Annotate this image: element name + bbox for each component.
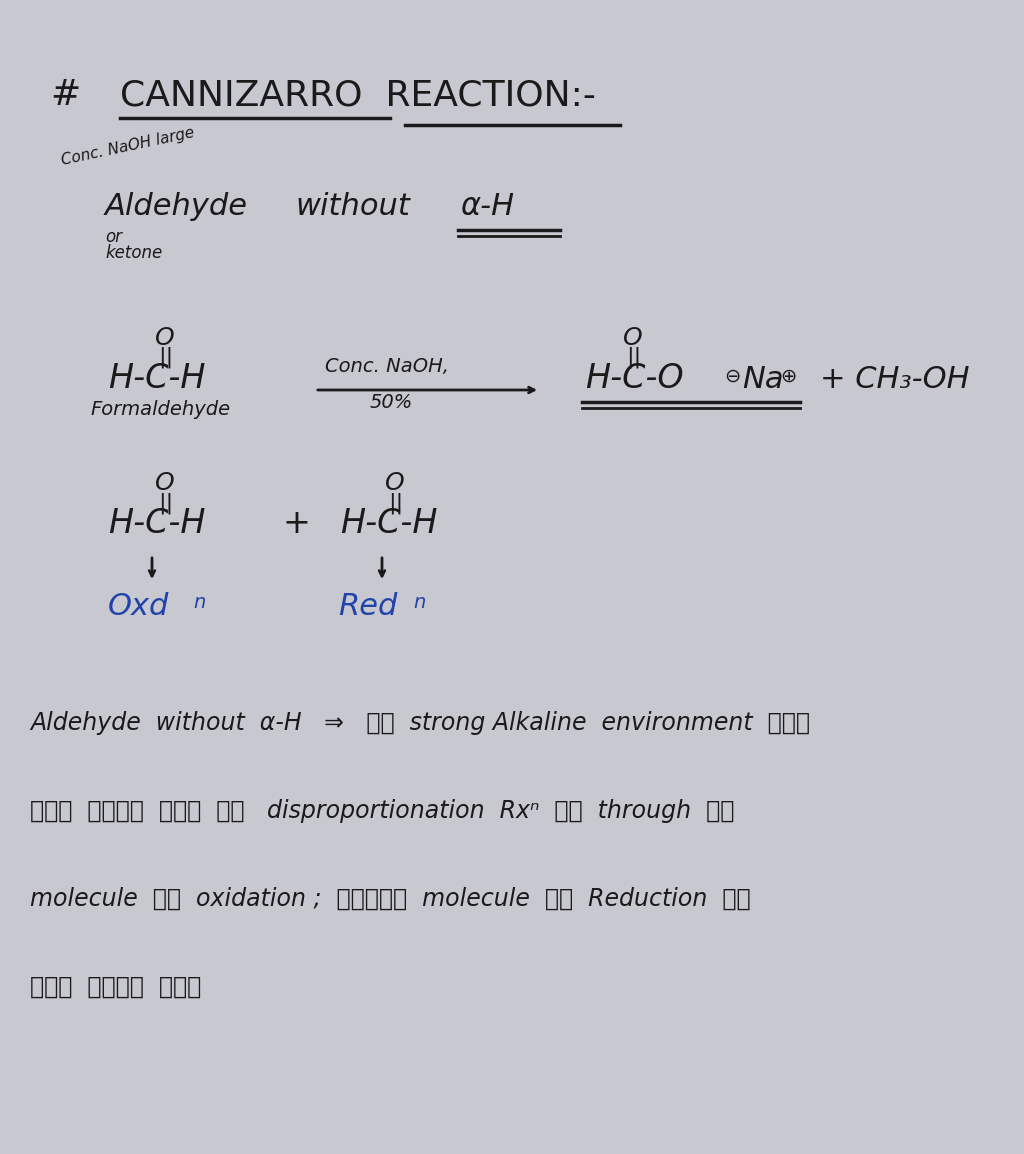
Text: #: # bbox=[50, 78, 80, 112]
Text: n: n bbox=[413, 593, 425, 612]
Text: H-C-H: H-C-H bbox=[340, 507, 437, 540]
Text: H-C-H: H-C-H bbox=[108, 362, 206, 395]
Text: ||: || bbox=[158, 347, 173, 368]
Text: Formaldehyde: Formaldehyde bbox=[90, 400, 230, 419]
Text: molecule  का  oxidation ;  दूसरे  molecule  के  Reduction  के: molecule का oxidation ; दूसरे molecule क… bbox=[30, 887, 751, 911]
Text: or: or bbox=[105, 228, 122, 246]
Text: ||: || bbox=[158, 492, 173, 514]
Text: n: n bbox=[193, 593, 206, 612]
Text: ||: || bbox=[388, 492, 403, 514]
Text: O: O bbox=[385, 471, 404, 495]
Text: Aldehyde  without  α-H   ⇒   जब  strong Alkaline  environment  में: Aldehyde without α-H ⇒ जब strong Alkalin… bbox=[30, 711, 810, 735]
Text: α-H: α-H bbox=[460, 192, 514, 222]
Text: ⊖: ⊖ bbox=[724, 367, 740, 385]
Text: Conc. NaOH,: Conc. NaOH, bbox=[325, 357, 449, 376]
Text: without: without bbox=[295, 192, 410, 222]
Text: Red: Red bbox=[338, 592, 397, 621]
Text: Na: Na bbox=[742, 365, 783, 394]
Text: + CH₃-OH: + CH₃-OH bbox=[820, 365, 970, 394]
Text: O: O bbox=[155, 471, 175, 495]
Text: O: O bbox=[623, 325, 643, 350]
Text: Conc. NaOH large: Conc. NaOH large bbox=[60, 125, 196, 168]
Text: Oxd: Oxd bbox=[108, 592, 169, 621]
Text: ||: || bbox=[626, 347, 641, 368]
Text: ⊕: ⊕ bbox=[780, 367, 797, 385]
Text: H-C-O: H-C-O bbox=[585, 362, 684, 395]
Text: 50%: 50% bbox=[370, 394, 414, 412]
Text: H-C-H: H-C-H bbox=[108, 507, 206, 540]
Text: साथ  होता  है।: साथ होता है। bbox=[30, 975, 202, 999]
Text: रखे  जाते  हैं  तो   disproportionation  Rxⁿ  के  through  एक: रखे जाते हैं तो disproportionation Rxⁿ क… bbox=[30, 799, 734, 823]
Text: O: O bbox=[155, 325, 175, 350]
Text: Aldehyde: Aldehyde bbox=[105, 192, 248, 222]
Text: +: + bbox=[282, 507, 310, 540]
Text: CANNIZARRO  REACTION:-: CANNIZARRO REACTION:- bbox=[120, 78, 596, 112]
Text: ketone: ketone bbox=[105, 243, 162, 262]
